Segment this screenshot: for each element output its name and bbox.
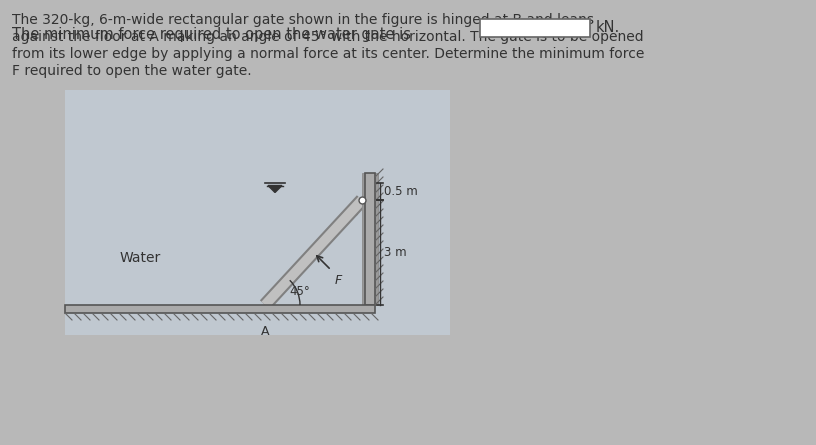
Bar — [480, 19, 590, 37]
Text: 0.5 m: 0.5 m — [384, 185, 418, 198]
Text: 45°: 45° — [290, 285, 310, 298]
Text: A: A — [261, 325, 269, 338]
Text: kN.: kN. — [596, 20, 620, 36]
Text: 3 m: 3 m — [384, 246, 406, 259]
Text: The 320-kg, 6-m-wide rectangular gate shown in the figure is hinged at B and lea: The 320-kg, 6-m-wide rectangular gate sh… — [12, 13, 594, 27]
Text: F: F — [335, 274, 341, 287]
Text: F required to open the water gate.: F required to open the water gate. — [12, 64, 251, 78]
Bar — [65, 90, 450, 335]
Text: against the floor at A making an angle of 45° with the horizontal. The gate is t: against the floor at A making an angle o… — [12, 30, 644, 44]
Text: The minimum force required to open the water gate is: The minimum force required to open the w… — [12, 27, 411, 42]
Polygon shape — [268, 186, 282, 193]
Bar — [65, 305, 375, 313]
Text: Water: Water — [120, 251, 162, 265]
Bar — [365, 173, 375, 305]
Text: B: B — [350, 206, 358, 219]
Text: from its lower edge by applying a normal force at its center. Determine the mini: from its lower edge by applying a normal… — [12, 47, 645, 61]
